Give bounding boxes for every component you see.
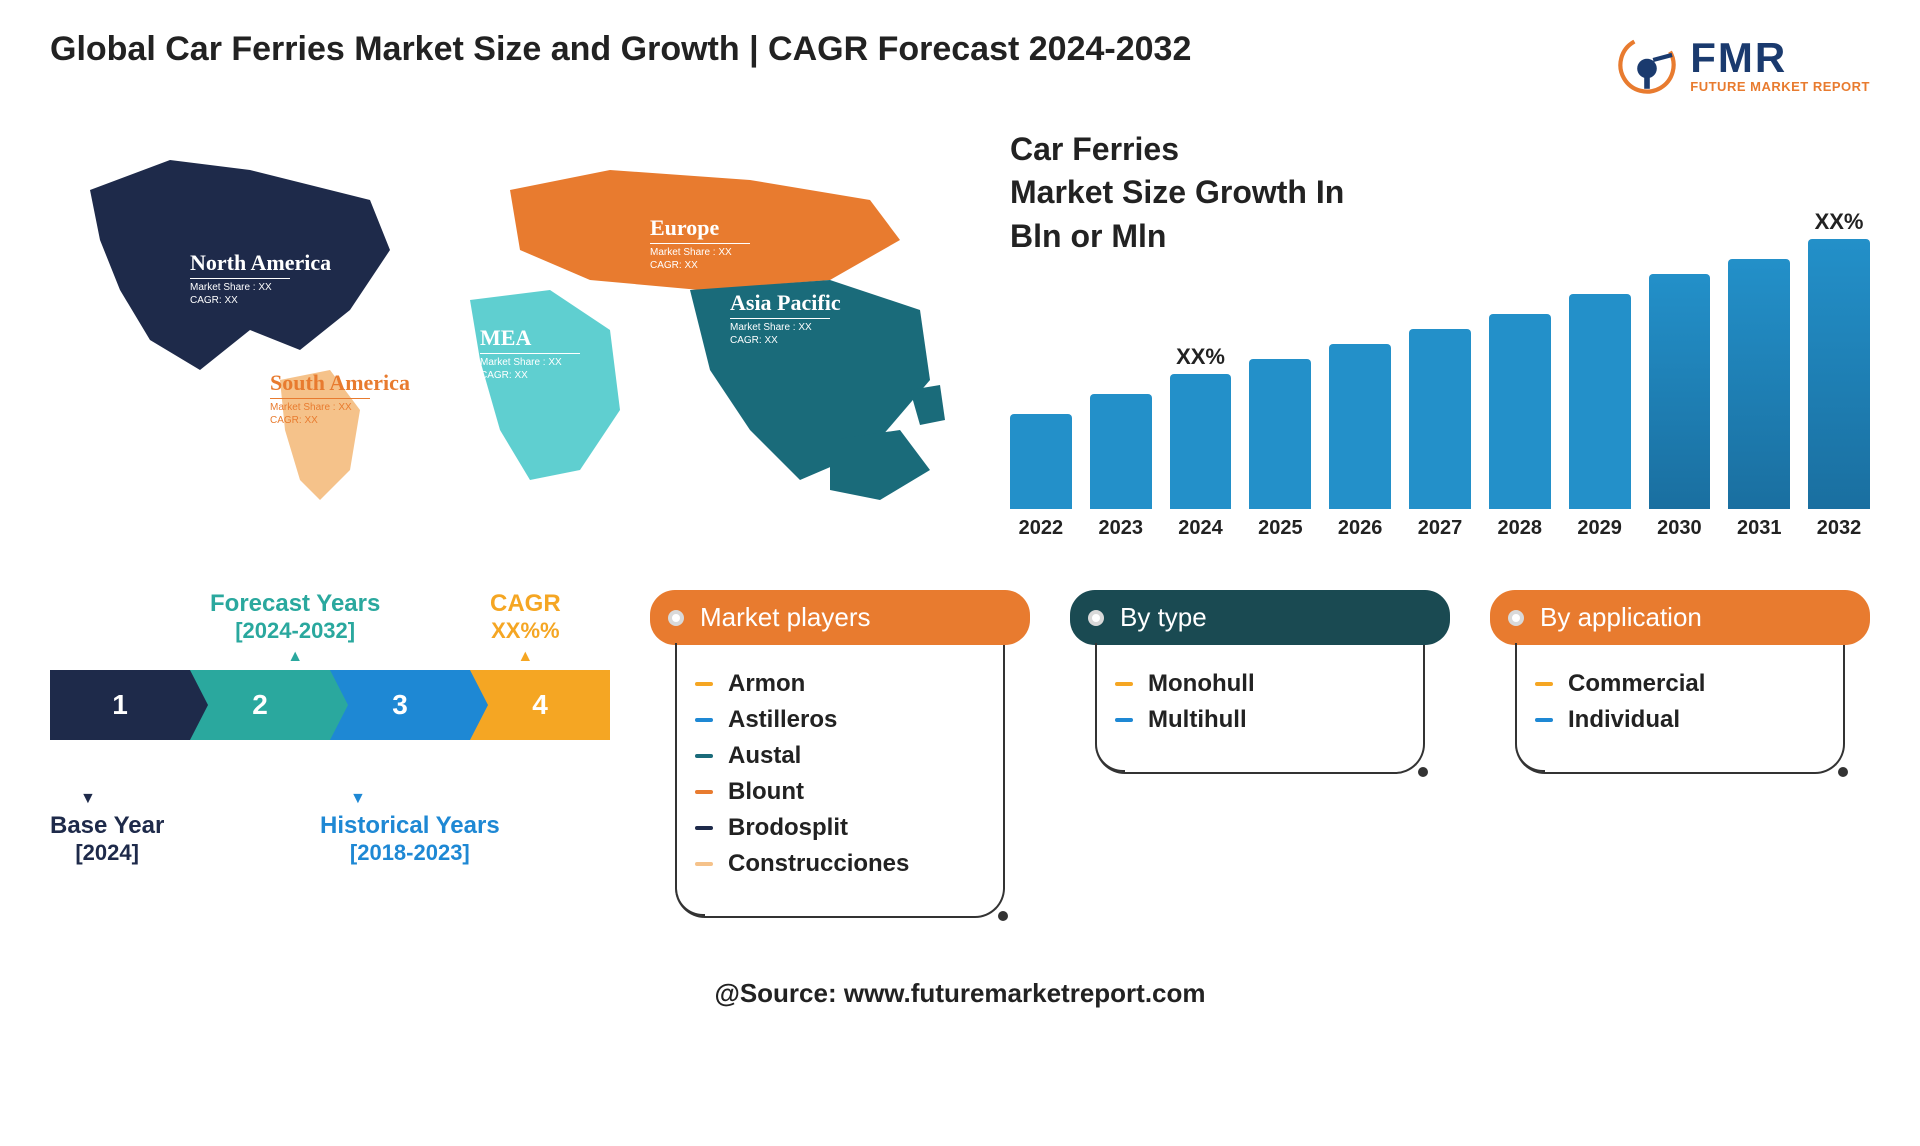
- bar-chart-section: Car Ferries Market Size Growth In Bln or…: [1010, 130, 1870, 540]
- timeline-block-4: 4: [470, 670, 610, 740]
- bar-2025: 2025: [1249, 359, 1311, 540]
- timeline: Forecast Years[2024-2032]▲ CAGRXX%%▲ 1234…: [50, 590, 610, 870]
- page-title: Global Car Ferries Market Size and Growt…: [50, 30, 1191, 69]
- timeline-bottom-label: ▼Base Year[2024]: [50, 790, 164, 866]
- bar-2030: 2030: [1649, 274, 1711, 540]
- segment-header: By type: [1070, 590, 1450, 645]
- segment-item: Construcciones: [695, 850, 983, 878]
- world-map: North AmericaMarket Share : XXCAGR: XX So…: [50, 130, 970, 510]
- bar-2028: 2028: [1489, 314, 1551, 540]
- segment-header: By application: [1490, 590, 1870, 645]
- timeline-top-label: Forecast Years[2024-2032]▲: [210, 590, 380, 666]
- segment-item: Armon: [695, 670, 983, 698]
- bar-2026: 2026: [1329, 344, 1391, 540]
- segment-header: Market players: [650, 590, 1030, 645]
- bar-2029: 2029: [1569, 294, 1631, 540]
- logo-text-main: FMR: [1690, 37, 1870, 79]
- timeline-bottom-label: ▼Historical Years[2018-2023]: [320, 790, 500, 866]
- region-label-sa: South AmericaMarket Share : XXCAGR: XX: [270, 370, 410, 427]
- region-label-mea: MEAMarket Share : XXCAGR: XX: [480, 325, 580, 382]
- segment-card: By application Commercial Individual: [1490, 590, 1870, 918]
- logo: FMR FUTURE MARKET REPORT: [1612, 30, 1870, 100]
- segment-card: By type Monohull Multihull: [1070, 590, 1450, 918]
- segment-item: Monohull: [1115, 670, 1403, 698]
- timeline-top-label: CAGRXX%%▲: [490, 590, 561, 666]
- chart-title-l3: Bln or Mln: [1010, 217, 1870, 255]
- segment-item: Brodosplit: [695, 814, 983, 842]
- bar-2022: 2022: [1010, 414, 1072, 540]
- source-attribution: @Source: www.futuremarketreport.com: [50, 978, 1870, 1009]
- segment-item: Astilleros: [695, 706, 983, 734]
- segment-item: Individual: [1535, 706, 1823, 734]
- region-label-ap: Asia PacificMarket Share : XXCAGR: XX: [730, 290, 841, 347]
- segment-item: Austal: [695, 742, 983, 770]
- timeline-block-3: 3: [330, 670, 470, 740]
- bar-2024: XX%2024: [1170, 374, 1232, 540]
- region-label-eu: EuropeMarket Share : XXCAGR: XX: [650, 215, 750, 272]
- segment-item: Multihull: [1115, 706, 1403, 734]
- bar-2032: XX%2032: [1808, 239, 1870, 540]
- bar-2031: 2031: [1728, 259, 1790, 540]
- chart-title-l2: Market Size Growth In: [1010, 173, 1870, 211]
- bar-2023: 2023: [1090, 394, 1152, 540]
- region-label-na: North AmericaMarket Share : XXCAGR: XX: [190, 250, 331, 307]
- segment-card: Market players Armon Astilleros Austal Bloun…: [650, 590, 1030, 918]
- logo-icon: [1612, 30, 1682, 100]
- timeline-block-1: 1: [50, 670, 190, 740]
- segment-item: Commercial: [1535, 670, 1823, 698]
- segment-item: Blount: [695, 778, 983, 806]
- logo-text-sub: FUTURE MARKET REPORT: [1690, 79, 1870, 94]
- timeline-block-2: 2: [190, 670, 330, 740]
- chart-title-l1: Car Ferries: [1010, 130, 1870, 168]
- bar-2027: 2027: [1409, 329, 1471, 540]
